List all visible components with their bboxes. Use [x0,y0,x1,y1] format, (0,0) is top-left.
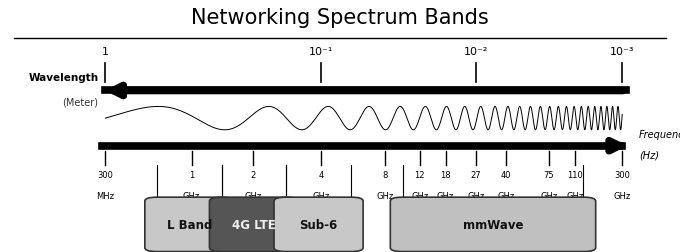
FancyBboxPatch shape [274,197,363,251]
Text: (Hz): (Hz) [639,150,659,160]
Text: 10⁻¹: 10⁻¹ [309,47,333,57]
Text: 75: 75 [543,171,554,179]
Text: 10⁻³: 10⁻³ [610,47,634,57]
Text: 40: 40 [500,171,511,179]
Text: GHz: GHz [467,192,484,201]
Text: 300: 300 [614,171,630,179]
Text: 18: 18 [440,171,451,179]
FancyBboxPatch shape [209,197,299,251]
Text: mmWave: mmWave [463,218,523,231]
Text: Networking Spectrum Bands: Networking Spectrum Bands [191,8,489,27]
Text: GHz: GHz [411,192,428,201]
Text: 8: 8 [383,171,388,179]
Text: 27: 27 [471,171,481,179]
Text: 4G LTE: 4G LTE [232,218,276,231]
Text: 2: 2 [250,171,256,179]
Text: GHz: GHz [613,192,631,201]
Text: GHz: GHz [183,192,200,201]
FancyBboxPatch shape [145,197,234,251]
Text: GHz: GHz [566,192,583,201]
Text: 12: 12 [415,171,425,179]
Text: GHz: GHz [497,192,515,201]
Text: 300: 300 [97,171,114,179]
Text: 4: 4 [318,171,324,179]
Text: Frequency: Frequency [639,130,680,140]
Text: GHz: GHz [377,192,394,201]
Text: (Meter): (Meter) [63,97,99,107]
Text: 1: 1 [189,171,194,179]
Text: 110: 110 [567,171,583,179]
Text: 1: 1 [102,47,109,57]
Text: GHz: GHz [437,192,454,201]
Text: GHz: GHz [541,192,558,201]
Text: Wavelength: Wavelength [29,72,99,82]
Text: GHz: GHz [312,192,329,201]
Text: GHz: GHz [244,192,262,201]
Text: Sub-6: Sub-6 [299,218,338,231]
FancyBboxPatch shape [390,197,596,251]
Text: 10⁻²: 10⁻² [464,47,488,57]
Text: MHz: MHz [97,192,114,201]
Text: L Band: L Band [167,218,212,231]
